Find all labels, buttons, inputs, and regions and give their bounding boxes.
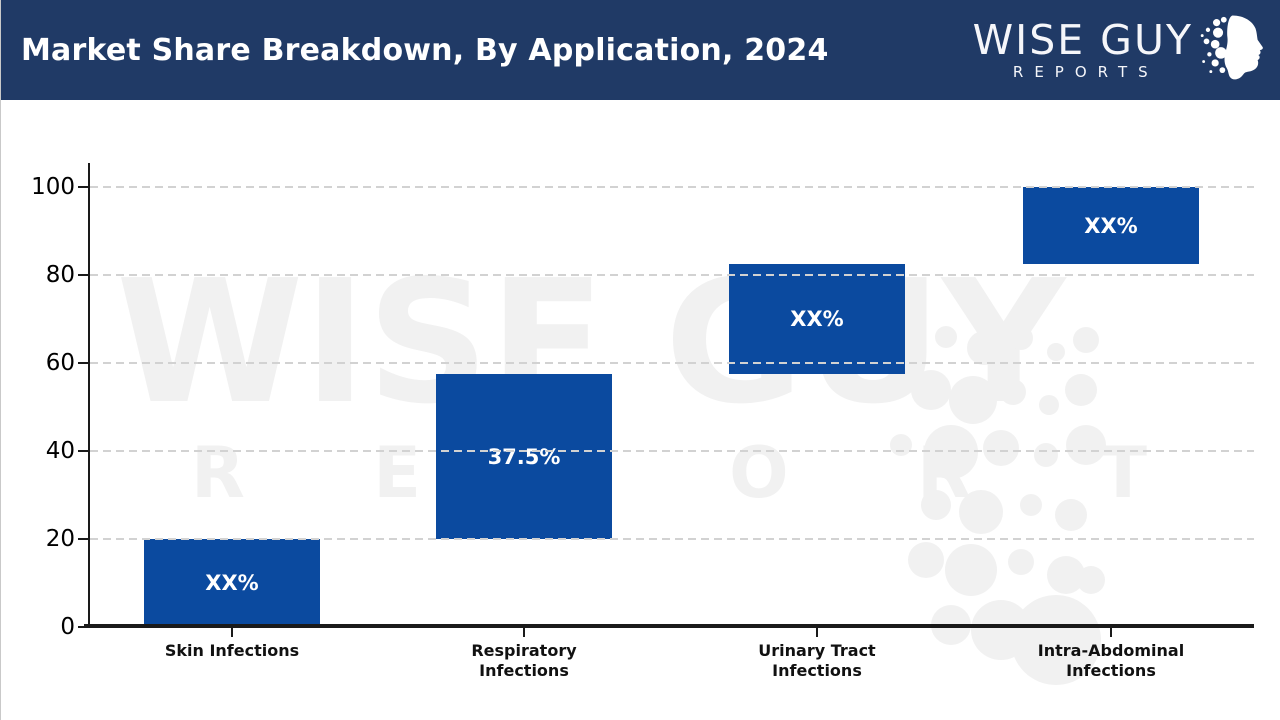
x-category-label: Skin Infections xyxy=(164,641,300,660)
y-tick-label: 60 xyxy=(45,350,75,376)
logo-text: WISE GUY REPORTS xyxy=(973,20,1193,80)
x-tick xyxy=(523,628,525,637)
wiseguy-logo: WISE GUY REPORTS xyxy=(973,8,1267,92)
page-title: Market Share Breakdown, By Application, … xyxy=(21,32,829,68)
bar-value-label: 37.5% xyxy=(487,444,561,469)
bar-value-label: XX% xyxy=(205,571,259,595)
x-category-label: Respiratory Infections xyxy=(471,641,577,680)
logo-subtext: REPORTS xyxy=(1012,63,1159,81)
y-tick-label: 40 xyxy=(45,438,75,464)
x-tick xyxy=(231,628,233,637)
gridline xyxy=(90,538,1254,540)
gridline xyxy=(90,450,1254,452)
logo-head-icon xyxy=(1200,15,1263,80)
y-tick xyxy=(78,538,89,540)
bar-4: XX% xyxy=(1023,187,1199,264)
x-category-label: Intra-Abdominal Infections xyxy=(1037,641,1185,680)
y-tick-label: 0 xyxy=(60,614,75,640)
y-tick xyxy=(78,362,89,364)
y-tick xyxy=(78,186,89,188)
y-tick xyxy=(78,450,89,452)
gridline xyxy=(90,362,1254,364)
header: Market Share Breakdown, By Application, … xyxy=(1,0,1280,100)
bar-3: XX% xyxy=(729,264,905,374)
x-category-label: Urinary Tract Infections xyxy=(758,641,876,680)
plot-area: 0 20 40 60 80 100 XX% Skin Infections 37.5% Respi… xyxy=(1,100,1280,720)
y-tick xyxy=(78,274,89,276)
x-axis-line xyxy=(84,624,1254,628)
y-tick-label: 100 xyxy=(31,174,75,200)
x-tick xyxy=(816,628,818,637)
x-tick xyxy=(1110,628,1112,637)
logo-wordmark: WISE GUY xyxy=(972,16,1193,64)
y-tick xyxy=(78,626,89,628)
bar-1: XX% xyxy=(144,539,320,627)
chart-area: WISE GUY R E P O R T S 0 20 40 60 80 100 XX% Sk… xyxy=(1,100,1280,720)
bar-value-label: XX% xyxy=(790,307,844,331)
y-axis-line xyxy=(88,163,90,628)
bar-value-label: XX% xyxy=(1084,213,1138,238)
gridline xyxy=(90,186,1254,188)
bar-2: 37.5% xyxy=(436,374,612,539)
y-tick-label: 80 xyxy=(45,262,75,288)
watermark-dots-icon xyxy=(890,326,1106,685)
gridline xyxy=(90,274,1254,276)
y-tick-label: 20 xyxy=(45,526,75,552)
